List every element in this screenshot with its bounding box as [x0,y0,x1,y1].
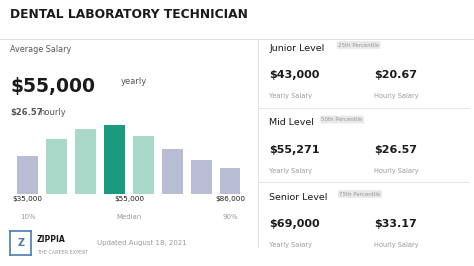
Text: 25th Percentile: 25th Percentile [338,43,379,48]
Bar [219,168,240,194]
Text: Hourly Salary: Hourly Salary [374,242,419,248]
Bar [133,136,154,194]
Bar [75,129,96,194]
Text: Yearly Salary: Yearly Salary [269,168,312,174]
Text: Hourly Salary: Hourly Salary [374,168,419,174]
Text: $20.67: $20.67 [374,70,418,81]
Text: DENTAL LABORATORY TECHNICIAN: DENTAL LABORATORY TECHNICIAN [10,8,248,21]
Text: Z: Z [17,238,25,248]
Bar [104,125,125,194]
Text: $55,000: $55,000 [114,196,144,202]
Text: yearly: yearly [121,77,147,86]
Text: $35,000: $35,000 [13,196,43,202]
Text: Mid Level: Mid Level [269,118,314,127]
Text: 75th Percentile: 75th Percentile [339,192,381,197]
Text: $86,000: $86,000 [215,196,245,202]
Text: Yearly Salary: Yearly Salary [269,242,312,248]
Text: ZIPPIA: ZIPPIA [37,235,66,244]
Text: hourly: hourly [39,108,65,117]
Text: Yearly Salary: Yearly Salary [269,93,312,99]
Bar [18,156,38,194]
Text: $43,000: $43,000 [269,70,319,81]
Bar [162,149,182,194]
Text: 50th Percentile: 50th Percentile [321,117,363,122]
Text: Senior Level: Senior Level [269,193,328,202]
Text: $33.17: $33.17 [374,219,417,230]
Text: $55,271: $55,271 [269,145,320,155]
Text: Updated August 18, 2021: Updated August 18, 2021 [97,240,187,246]
Text: 10%: 10% [20,214,36,220]
Text: $26.57: $26.57 [374,145,418,155]
Bar [191,160,211,194]
Text: $55,000: $55,000 [10,77,95,96]
Text: $26.57: $26.57 [10,108,43,117]
Text: 90%: 90% [222,214,238,220]
Text: Average Salary: Average Salary [10,45,72,54]
Text: THE CAREER EXPERT: THE CAREER EXPERT [37,250,88,255]
Text: Hourly Salary: Hourly Salary [374,93,419,99]
Text: Junior Level: Junior Level [269,44,325,53]
Bar [46,139,67,194]
Text: Median: Median [116,214,142,220]
Text: $69,000: $69,000 [269,219,320,230]
